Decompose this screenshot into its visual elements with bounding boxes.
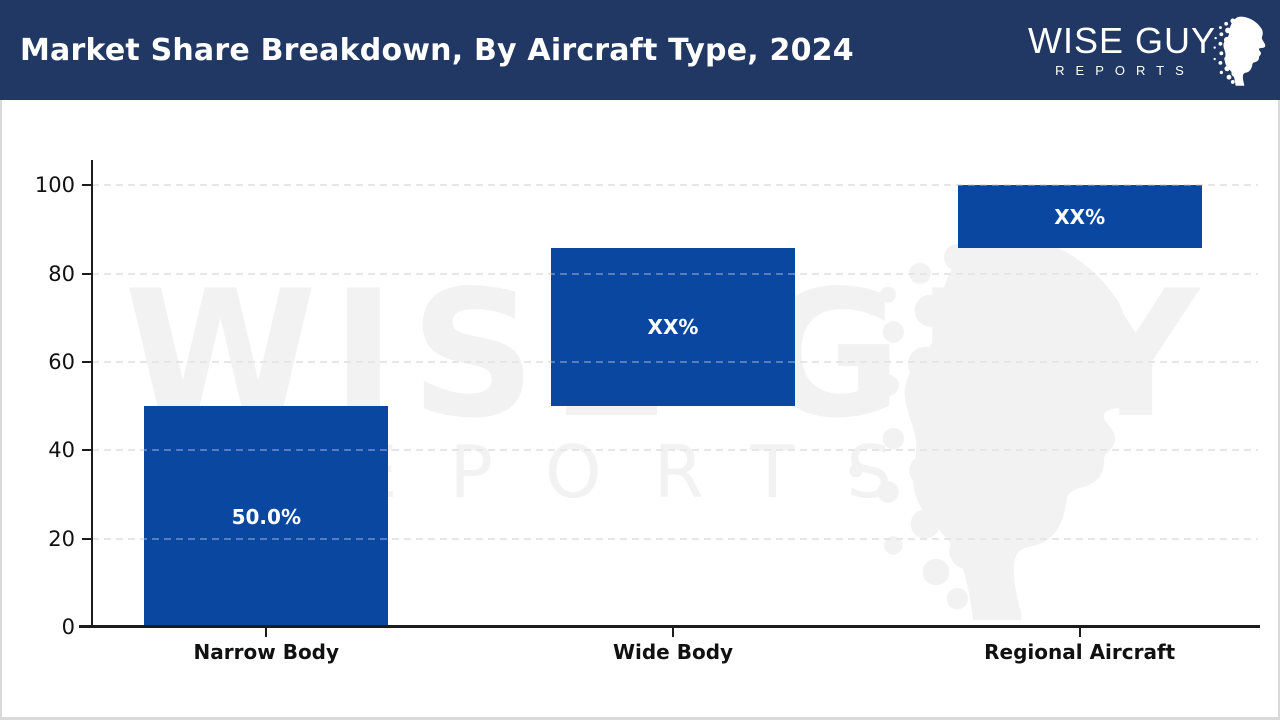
- plot-area: 0 20 40 60 80 100 50.0% Narrow Body XX% Wide Body…: [35, 160, 1260, 664]
- x-category-label: Regional Aircraft: [984, 640, 1176, 664]
- bar-value-label: XX%: [1054, 204, 1106, 229]
- gridline-overlay-60: [92, 360, 1258, 363]
- y-tick-label-0: 0: [61, 615, 75, 639]
- gridline-overlay-20: [92, 537, 1258, 540]
- logo-wordmark: WISE GUY: [1027, 19, 1216, 61]
- gridline-overlay-80: [92, 272, 1258, 275]
- logo-subtitle: REPORTS: [1055, 62, 1195, 78]
- y-tick-label-80: 80: [48, 261, 75, 286]
- wise-guy-reports-logo: WISE GUY REPORTS: [1028, 0, 1270, 100]
- y-tick-40: [82, 449, 91, 452]
- logo-text: WISE GUY REPORTS: [1027, 19, 1216, 78]
- bar-narrow-body: 50.0%: [144, 406, 389, 627]
- bar-wide-body: XX%: [550, 248, 795, 407]
- y-tick-label-20: 20: [48, 526, 75, 551]
- y-tick-100: [82, 184, 91, 187]
- y-axis-line: [91, 160, 93, 628]
- x-tick-0: [265, 628, 268, 637]
- x-axis-line: [79, 625, 1260, 628]
- x-tick-2: [1078, 628, 1081, 637]
- chart-title: Market Share Breakdown, By Aircraft Type…: [20, 32, 854, 68]
- chart-canvas: WISE GUY REPORTS 0 20 40 60 80 100 50.0% Narrow…: [0, 100, 1280, 720]
- gridline-overlay-40: [92, 449, 1258, 452]
- x-tick-1: [672, 628, 674, 637]
- head-silhouette-icon: [1208, 9, 1270, 91]
- y-tick-label-60: 60: [48, 349, 75, 374]
- y-tick-label-100: 100: [34, 173, 75, 198]
- bar-regional-aircraft: XX%: [957, 185, 1202, 249]
- gridline-40: [92, 449, 1258, 452]
- y-tick-80: [82, 272, 91, 275]
- bar-value-label: 50.0%: [231, 504, 301, 529]
- y-tick-label-40: 40: [48, 438, 75, 463]
- gridline-20: [92, 537, 1258, 540]
- header-bar: Market Share Breakdown, By Aircraft Type…: [0, 0, 1280, 100]
- bar-value-label: XX%: [647, 315, 699, 340]
- y-tick-20: [82, 537, 91, 540]
- x-category-label: Narrow Body: [193, 640, 340, 664]
- x-category-label: Wide Body: [612, 640, 734, 664]
- y-tick-60: [82, 360, 91, 363]
- gridline-100: [92, 184, 1258, 187]
- gridline-overlay-100: [92, 184, 1258, 187]
